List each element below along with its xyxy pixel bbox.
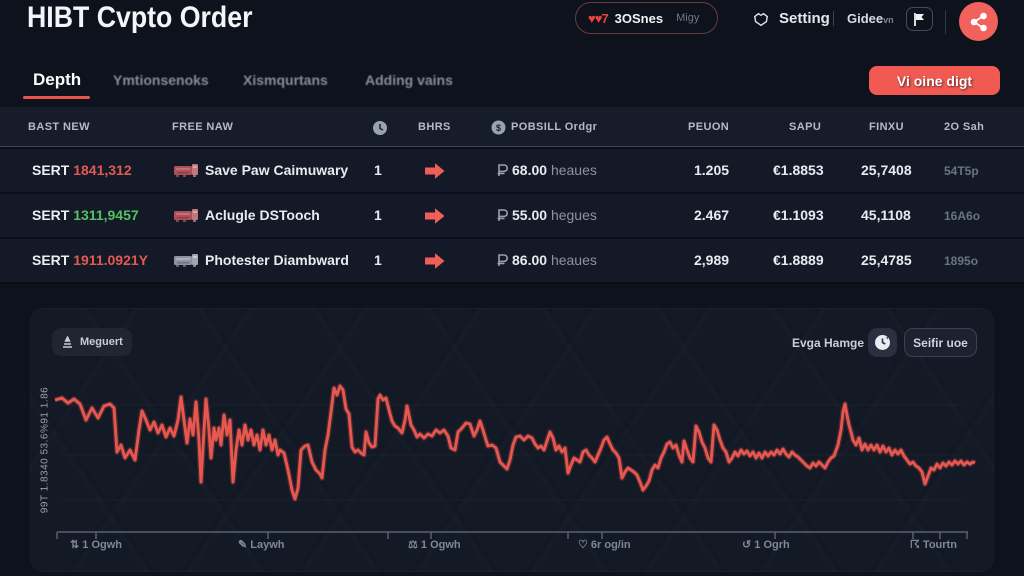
svg-text:$: $ (496, 123, 501, 133)
